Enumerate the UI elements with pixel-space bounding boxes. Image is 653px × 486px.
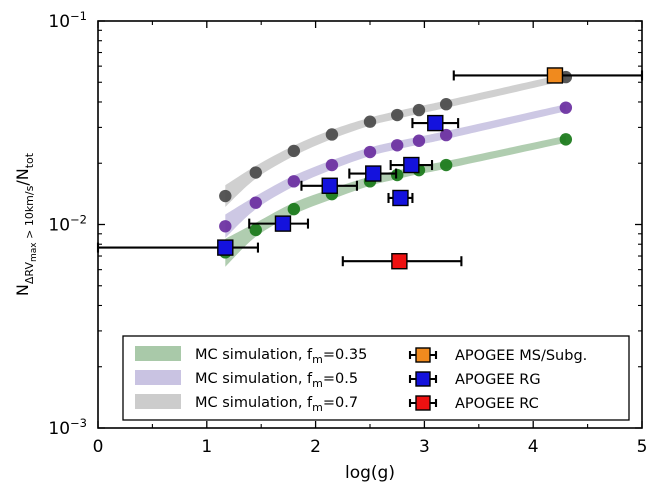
simulation-dot [219, 189, 232, 203]
legend-label: MC simulation, fm=0.7 [195, 395, 358, 414]
legend-entry-apogee[interactable]: APOGEE RG [408, 371, 541, 388]
x-tick-label: 1 [201, 437, 212, 457]
data-marker [403, 156, 420, 174]
simulation-dot [559, 101, 573, 114]
simulation-dot [391, 168, 404, 182]
legend-swatch [135, 370, 181, 385]
errorbar-point [348, 165, 398, 182]
simulation-band-2 [225, 73, 566, 207]
y-tick-label: 10−3 [48, 416, 87, 439]
simulation-dot [391, 108, 404, 122]
simulation-dot [391, 139, 404, 152]
simulation-dot [219, 220, 232, 233]
legend-marker [415, 395, 431, 411]
legend-marker [415, 371, 431, 387]
legend-box [122, 335, 630, 421]
simulation-dot [439, 158, 453, 172]
simulation-band-0 [225, 135, 566, 267]
simulation-dot [249, 196, 262, 209]
legend-label: MC simulation, fm=0.5 [195, 371, 358, 390]
errorbar-point [248, 215, 310, 232]
legend-label: APOGEE MS/Subg. [455, 348, 587, 364]
errorbar-point [452, 67, 644, 84]
x-tick-label: 2 [310, 437, 321, 457]
apogee-data-points [96, 67, 644, 270]
simulation-dot [363, 115, 377, 128]
data-marker [391, 253, 408, 270]
simulation-dot [325, 158, 339, 172]
plot-axes: 0 1 2 3 4 5 10−3 10−2 10−1 log(g) NΔRVmax > 10km/s… [13, 9, 647, 483]
x-tick-label: 5 [637, 437, 648, 457]
y-tick-label: 10−2 [48, 213, 87, 236]
simulation-dot [287, 175, 301, 188]
data-marker [274, 215, 292, 232]
errorbar-point [387, 189, 414, 207]
data-marker [365, 165, 382, 182]
errorbar-point [341, 253, 463, 270]
simulation-dot [287, 144, 301, 158]
legend-label: APOGEE RC [455, 396, 539, 412]
simulation-dot [249, 223, 262, 237]
legend-swatch [135, 394, 181, 409]
simulation-dot [287, 202, 301, 216]
legend-marker [415, 347, 431, 363]
chart-legend: MC simulation, fm=0.35 MC simulation, fm=… [122, 335, 630, 421]
data-marker [546, 67, 564, 84]
legend-swatch [135, 346, 181, 361]
x-axis-title: log(g) [345, 463, 395, 483]
errorbar-point [300, 177, 358, 194]
simulation-dot [363, 145, 377, 159]
legend-entry-simulation[interactable]: MC simulation, fm=0.35 [135, 346, 367, 366]
simulation-dot [412, 103, 426, 117]
legend-entry-apogee[interactable]: APOGEE RC [408, 395, 539, 412]
data-marker [321, 177, 338, 194]
data-marker [427, 114, 444, 132]
simulation-dot [439, 128, 453, 142]
simulation-dot [249, 166, 262, 179]
x-tick-label: 3 [419, 437, 430, 457]
simulation-dot [439, 98, 453, 111]
legend-label: APOGEE RG [455, 372, 541, 388]
x-tick-label: 4 [528, 437, 539, 457]
errorbar-point [389, 156, 434, 174]
simulation-dot [559, 133, 573, 146]
y-axis-title: NΔRVmax > 10km/s/Ntot [13, 152, 39, 296]
x-tick-label: 0 [93, 437, 104, 457]
errorbar-point [411, 114, 460, 132]
y-tick-label: 10−1 [48, 9, 87, 32]
simulation-band-1 [225, 104, 566, 238]
data-marker [392, 189, 409, 207]
simulation-dot [412, 134, 426, 147]
data-marker [217, 239, 234, 256]
legend-entry-simulation[interactable]: MC simulation, fm=0.7 [135, 394, 358, 414]
legend-entry-simulation[interactable]: MC simulation, fm=0.5 [135, 370, 358, 390]
simulation-dot [325, 128, 339, 141]
legend-entry-apogee[interactable]: APOGEE MS/Subg. [408, 347, 587, 364]
legend-label: MC simulation, fm=0.35 [195, 347, 367, 366]
mc-simulation-bands [225, 73, 566, 267]
